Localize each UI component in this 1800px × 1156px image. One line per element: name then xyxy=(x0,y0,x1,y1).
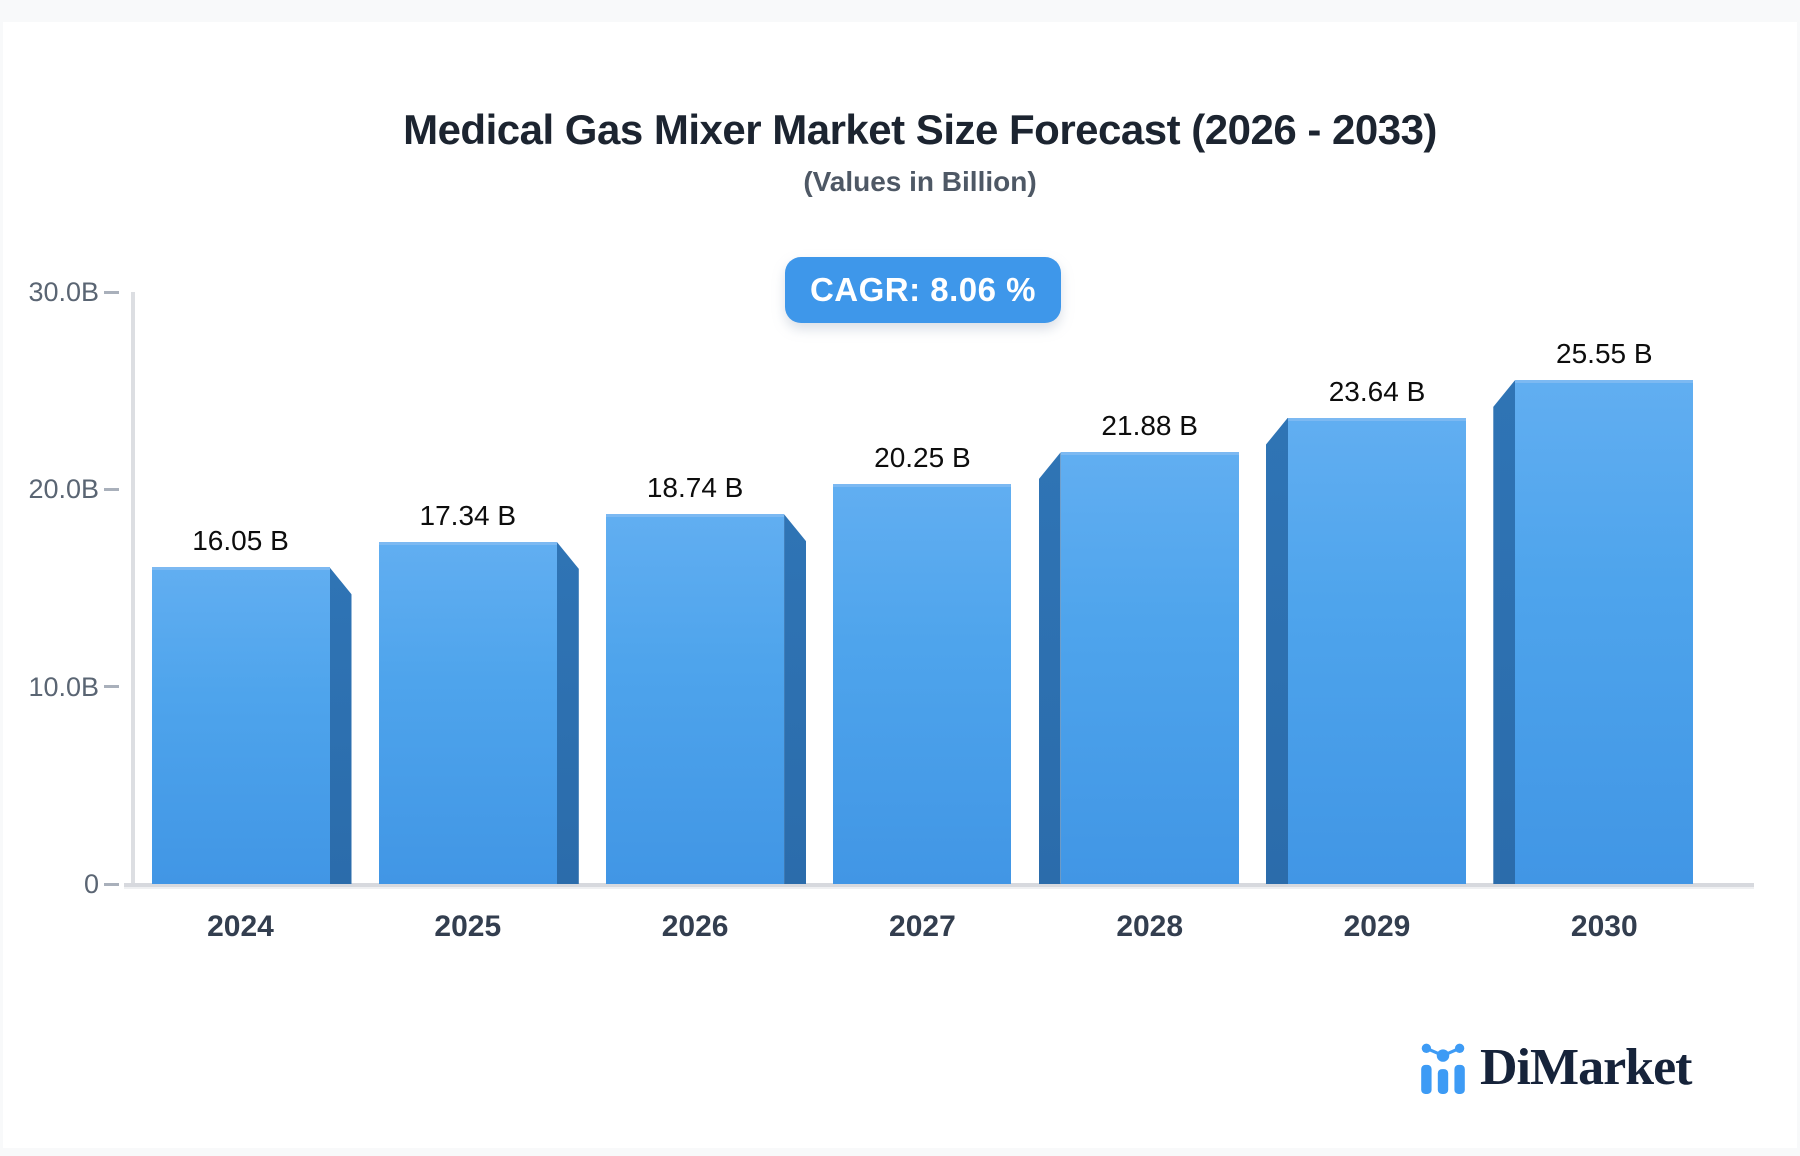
x-axis-label-2025: 2025 xyxy=(434,910,502,943)
y-axis-line xyxy=(131,292,135,884)
x-axis-label-2024: 2024 xyxy=(207,910,274,943)
x-axis-baseline xyxy=(124,883,1754,887)
chart-subtitle: (Values in Billion) xyxy=(803,166,1037,197)
y-axis-tick-label-30.0B: 30.0B xyxy=(28,277,99,307)
bar-2024[interactable] xyxy=(151,567,330,884)
y-axis-tick-mark xyxy=(104,487,119,491)
y-axis-tick-mark xyxy=(104,882,119,886)
bar-value-label-2024: 16.05 B xyxy=(192,525,289,557)
y-axis-tick-mark xyxy=(104,685,119,689)
y-axis-tick-label-0: 0 xyxy=(83,869,99,899)
bar-value-label-2026: 18.74 B xyxy=(646,472,744,504)
page-margin-top xyxy=(0,0,1800,22)
bar-2030-3d-side xyxy=(1493,379,1516,884)
y-axis-tick-label-10.0B: 10.0B xyxy=(28,671,99,702)
x-axis-label-2028: 2028 xyxy=(1116,910,1184,943)
bar-2024-3d-side xyxy=(329,567,352,884)
cagr-badge-label: CAGR: 8.06 % xyxy=(809,271,1037,308)
bar-2028-3d-side xyxy=(1038,452,1061,884)
x-axis-label-2030: 2030 xyxy=(1570,910,1638,943)
page-margin-bottom xyxy=(0,1148,1800,1156)
x-axis-label-2029: 2029 xyxy=(1343,910,1411,943)
bar-value-label-2029: 23.64 B xyxy=(1328,375,1426,407)
bar-2026-3d-side xyxy=(784,514,807,884)
brand-logo[interactable]: DiMarket xyxy=(1420,1039,1692,1096)
bar-value-label-2028: 21.88 B xyxy=(1101,410,1198,442)
brand-name: DiMarket xyxy=(1480,1039,1692,1096)
bar-2028[interactable] xyxy=(1060,452,1239,884)
cagr-badge: CAGR: 8.06 % xyxy=(785,257,1061,323)
bar-2030[interactable] xyxy=(1515,379,1694,884)
y-axis-tick-label-20.0B: 20.0B xyxy=(28,474,99,505)
bar-chart-logo-icon xyxy=(1421,1043,1465,1094)
bar-2025[interactable] xyxy=(378,541,557,884)
chart-title: Medical Gas Mixer Market Size Forecast (… xyxy=(403,106,1437,153)
bar-value-label-2027: 20.25 B xyxy=(874,442,971,474)
page-margin-right xyxy=(1797,0,1800,1156)
bar-2029[interactable] xyxy=(1288,417,1466,884)
x-axis-label-2027: 2027 xyxy=(889,910,956,943)
bar-value-label-2030: 25.55 B xyxy=(1556,337,1653,369)
bar-value-label-2025: 17.34 B xyxy=(419,499,517,531)
bar-2025-3d-side xyxy=(556,541,579,884)
bar-2027[interactable] xyxy=(833,484,1012,884)
page-margin-left xyxy=(0,0,3,1156)
bar-2029-3d-side xyxy=(1266,417,1288,884)
x-axis-label-2026: 2026 xyxy=(661,910,729,943)
y-axis-tick-mark xyxy=(104,290,119,294)
bar-2026[interactable] xyxy=(606,514,785,884)
